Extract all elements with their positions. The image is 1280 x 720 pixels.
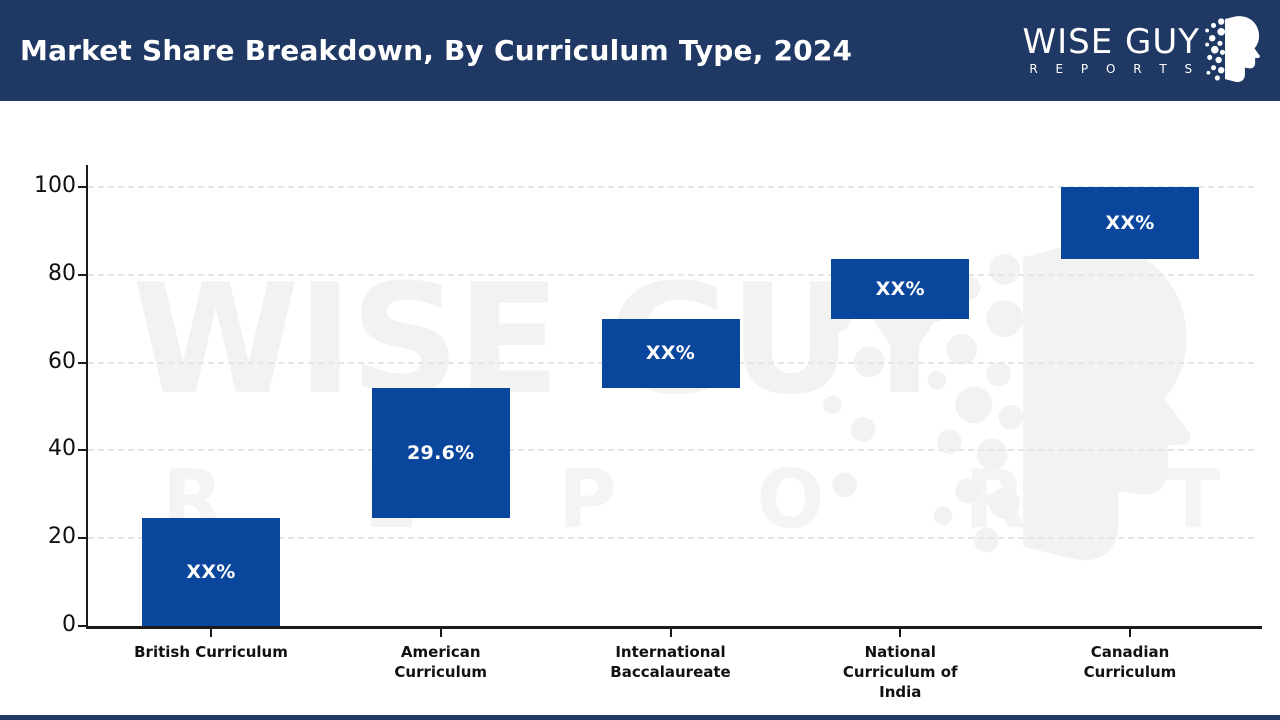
bar-4: XX%: [831, 258, 970, 319]
bar-value-label: XX%: [186, 560, 236, 583]
x-tick-mark: [899, 629, 902, 637]
page-title: Market Share Breakdown, By Curriculum Ty…: [20, 34, 853, 67]
y-tick-mark: [78, 625, 88, 627]
footer-strip: [0, 715, 1280, 720]
x-tick-mark: [669, 629, 672, 637]
y-tick-label: 40: [48, 436, 76, 462]
y-tick-mark: [78, 186, 88, 188]
x-category-label: British Curriculum: [134, 643, 288, 661]
x-axis-line: [86, 626, 1262, 629]
gridline-40: [88, 449, 1254, 452]
y-tick-label: 100: [34, 173, 76, 198]
gridline-20: [88, 537, 1254, 540]
brand-wordmark-main: WISE GUY: [1022, 21, 1200, 62]
chart-area: WISE GUY R E P O R T S 020406080100XX%Br…: [0, 101, 1280, 715]
bar-5: XX%: [1061, 187, 1199, 259]
bar-value-label: 29.6%: [407, 442, 475, 465]
x-category-label: Canadian Curriculum: [1083, 643, 1177, 681]
x-tick-mark: [1129, 629, 1131, 637]
x-tick-mark: [439, 629, 442, 637]
x-category-label: American Curriculum: [394, 643, 488, 681]
x-category-label: National Curriculum of India: [842, 643, 958, 701]
y-tick-label: 0: [62, 612, 76, 637]
x-category-label: International Baccalaureate: [610, 643, 731, 681]
gridline-80: [88, 273, 1254, 276]
bar-value-label: XX%: [875, 277, 925, 300]
y-tick-label: 60: [48, 348, 76, 374]
y-axis-line: [86, 165, 88, 628]
watermark-wordmark: WISE GUY: [132, 251, 960, 428]
x-tick-mark: [210, 629, 212, 637]
y-tick-mark: [78, 537, 88, 540]
brand-wordmark-sub: R E P O R T S: [1029, 62, 1200, 77]
plot: 0 20 40 60 80 100 XX% British Curriculum 29.6% Am…: [0, 101, 1280, 715]
bar-2: 29.6%: [371, 388, 510, 518]
brand-face-icon: [1205, 15, 1260, 82]
y-tick-label: 20: [48, 524, 76, 550]
bar-1: XX%: [142, 518, 280, 626]
header: Market Share Breakdown, By Curriculum Ty…: [0, 0, 1280, 101]
bar-value-label: XX%: [1105, 211, 1155, 234]
bar-value-label: XX%: [645, 342, 696, 365]
bar-3: XX%: [601, 318, 740, 389]
y-tick-mark: [78, 449, 88, 452]
y-tick-mark: [78, 273, 88, 276]
y-tick-label: 80: [48, 260, 76, 286]
watermark-face: [823, 243, 1191, 561]
brand-wordmark: WISE GUY R E P O R T S: [1022, 21, 1200, 77]
y-tick-mark: [78, 361, 88, 364]
brand-logo: WISE GUY R E P O R T S: [1022, 12, 1266, 90]
gridline-100: [88, 186, 1254, 188]
